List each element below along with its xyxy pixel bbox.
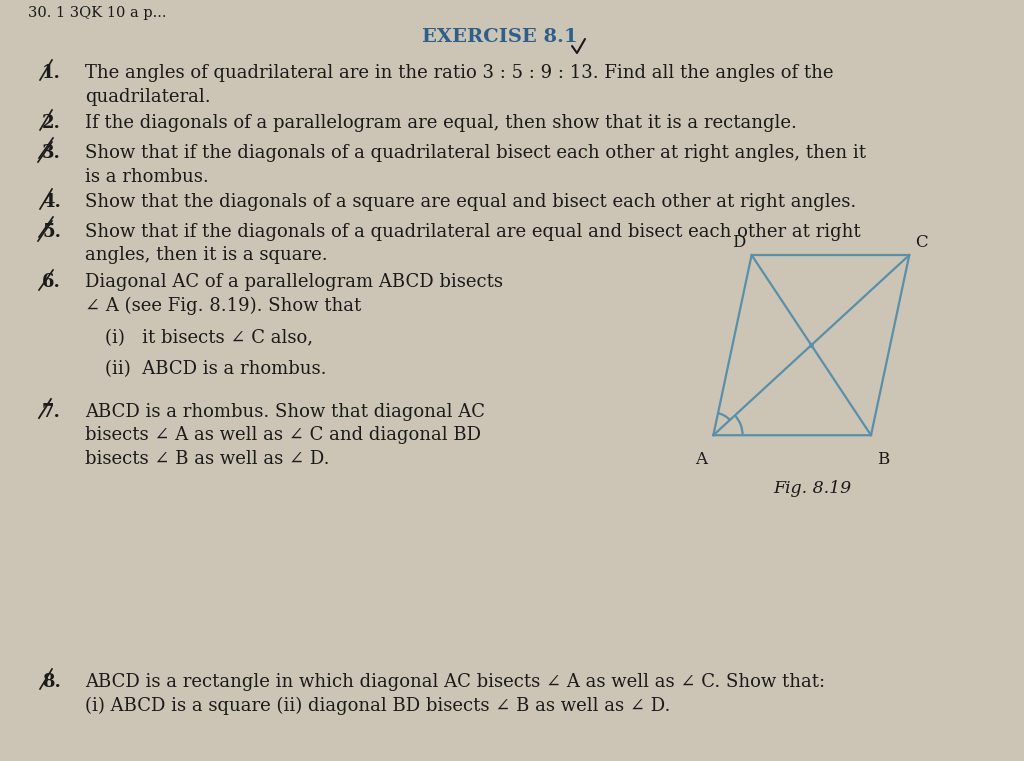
Text: 6.: 6. — [42, 273, 60, 291]
Text: EXERCISE 8.1: EXERCISE 8.1 — [422, 28, 578, 46]
Text: is a rhombus.: is a rhombus. — [85, 167, 209, 186]
Text: quadrilateral.: quadrilateral. — [85, 88, 211, 106]
Text: bisects ∠ B as well as ∠ D.: bisects ∠ B as well as ∠ D. — [85, 450, 330, 468]
Text: bisects ∠ A as well as ∠ C and diagonal BD: bisects ∠ A as well as ∠ C and diagonal … — [85, 426, 481, 444]
Text: ABCD is a rectangle in which diagonal AC bisects ∠ A as well as ∠ C. Show that:: ABCD is a rectangle in which diagonal AC… — [85, 673, 825, 691]
Text: Fig. 8.19: Fig. 8.19 — [773, 480, 852, 497]
Text: ABCD is a rhombus. Show that diagonal AC: ABCD is a rhombus. Show that diagonal AC — [85, 403, 485, 421]
Text: If the diagonals of a parallelogram are equal, then show that it is a rectangle.: If the diagonals of a parallelogram are … — [85, 114, 797, 132]
Text: 5.: 5. — [42, 223, 61, 241]
Text: D: D — [732, 234, 745, 250]
Text: A: A — [695, 451, 707, 468]
Text: 8.: 8. — [42, 673, 60, 691]
Text: 30. 1 3QK 10 a p...: 30. 1 3QK 10 a p... — [28, 6, 167, 20]
Text: angles, then it is a square.: angles, then it is a square. — [85, 247, 328, 265]
Text: Show that if the diagonals of a quadrilateral bisect each other at right angles,: Show that if the diagonals of a quadrila… — [85, 144, 866, 162]
Text: (i)   it bisects ∠ C also,: (i) it bisects ∠ C also, — [105, 330, 313, 348]
Text: 1.: 1. — [42, 64, 60, 82]
Text: 4.: 4. — [42, 193, 60, 211]
Text: ∠ A (see Fig. 8.19). Show that: ∠ A (see Fig. 8.19). Show that — [85, 297, 361, 315]
Text: 7.: 7. — [42, 403, 60, 421]
Text: Show that if the diagonals of a quadrilateral are equal and bisect each other at: Show that if the diagonals of a quadrila… — [85, 223, 860, 241]
Text: B: B — [878, 451, 890, 468]
Text: 3.: 3. — [42, 144, 60, 162]
Text: C: C — [915, 234, 928, 250]
Text: Diagonal AC of a parallelogram ABCD bisects: Diagonal AC of a parallelogram ABCD bise… — [85, 273, 503, 291]
Text: (ii)  ABCD is a rhombus.: (ii) ABCD is a rhombus. — [105, 360, 327, 378]
Text: 2.: 2. — [42, 114, 60, 132]
Text: (i) ABCD is a square (ii) diagonal BD bisects ∠ B as well as ∠ D.: (i) ABCD is a square (ii) diagonal BD bi… — [85, 696, 671, 715]
Text: Show that the diagonals of a square are equal and bisect each other at right ang: Show that the diagonals of a square are … — [85, 193, 856, 211]
Text: The angles of quadrilateral are in the ratio 3 : 5 : 9 : 13. Find all the angles: The angles of quadrilateral are in the r… — [85, 64, 834, 82]
